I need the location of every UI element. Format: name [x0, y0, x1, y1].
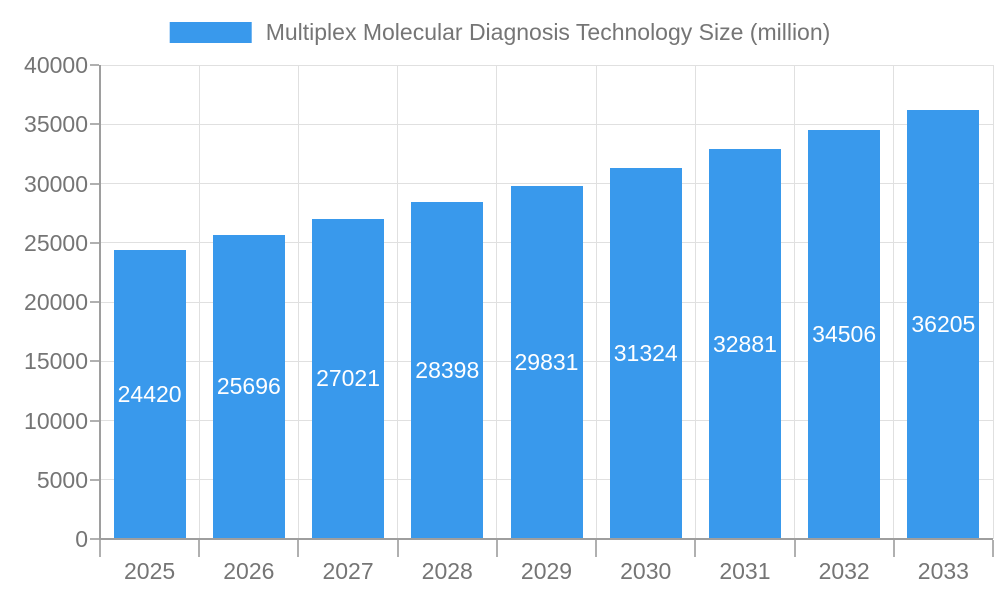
y-tick-label: 20000: [24, 289, 88, 315]
y-tick-label: 35000: [24, 111, 88, 138]
x-axis-line: [100, 538, 993, 540]
gridline-vertical: [794, 65, 796, 539]
y-tick-mark: [90, 123, 99, 126]
gridline-vertical: [198, 65, 200, 539]
gridline-vertical: [397, 65, 399, 539]
y-tick-mark: [90, 360, 99, 363]
x-tick-label: 2027: [322, 558, 374, 584]
y-tick-label: 10000: [24, 407, 88, 434]
bar[interactable]: [510, 185, 583, 539]
gridline-vertical: [992, 65, 994, 539]
bar[interactable]: [609, 167, 682, 539]
y-tick-label: 40000: [24, 52, 88, 78]
bar-value-label: 25696: [216, 373, 281, 400]
gridline-horizontal: [100, 64, 993, 66]
x-tick-mark: [396, 540, 399, 557]
gridline-horizontal: [100, 123, 993, 125]
y-tick-mark: [90, 182, 99, 185]
plot-area: 24420 25696 27021 28398 29831 31324 32881 34506…: [99, 64, 994, 540]
y-tick-label: 25000: [24, 229, 88, 256]
y-axis-line: [99, 65, 101, 540]
x-tick-label: 2032: [818, 558, 870, 584]
x-tick-mark: [793, 540, 796, 557]
gridline-horizontal: [100, 183, 993, 184]
bar-value-label: 24420: [117, 380, 182, 407]
x-tick-label: 2030: [620, 558, 672, 584]
bar[interactable]: [411, 202, 484, 539]
bar[interactable]: [907, 109, 980, 539]
bar-value-label: 36205: [911, 310, 976, 337]
bar-value-label: 28398: [415, 357, 480, 384]
y-tick-mark: [90, 478, 99, 481]
gridline-vertical: [694, 65, 696, 539]
bar-value-label: 34506: [812, 321, 877, 348]
bar-value-label: 32881: [712, 330, 777, 357]
x-tick-mark: [198, 540, 201, 557]
bar-value-label: 31324: [613, 339, 678, 366]
y-tick-mark: [90, 538, 99, 540]
y-tick-mark: [90, 241, 99, 244]
y-tick-mark: [90, 301, 99, 303]
x-tick-label: 2028: [421, 558, 473, 584]
gridline-vertical: [496, 65, 498, 539]
x-tick-mark: [892, 540, 895, 557]
bar[interactable]: [312, 218, 385, 539]
bar[interactable]: [808, 130, 881, 539]
x-tick-label: 2026: [223, 558, 275, 584]
bar[interactable]: [708, 149, 781, 539]
x-tick-mark: [992, 540, 994, 557]
y-tick-label: 15000: [24, 348, 88, 375]
gridline-vertical: [595, 65, 597, 539]
x-tick-mark: [297, 540, 300, 557]
gridline-vertical: [297, 65, 299, 539]
legend-swatch: [169, 21, 252, 43]
y-tick-label: 0: [75, 526, 88, 552]
y-tick-label: 30000: [24, 170, 88, 197]
legend-item[interactable]: Multiplex Molecular Diagnosis Technology…: [169, 19, 831, 45]
x-tick-label: 2025: [124, 558, 176, 584]
bar-value-label: 29831: [514, 348, 579, 375]
x-tick-mark: [99, 540, 101, 557]
bar[interactable]: [212, 234, 285, 539]
bar-value-label: 27021: [316, 365, 381, 392]
x-tick-mark: [694, 540, 697, 557]
y-tick-label: 5000: [36, 466, 88, 493]
x-tick-label: 2029: [520, 558, 573, 584]
x-tick-label: 2031: [719, 558, 771, 584]
x-tick-label: 2033: [917, 558, 969, 584]
x-tick-mark: [495, 540, 498, 557]
gridline-vertical: [893, 65, 895, 539]
y-tick-mark: [90, 419, 99, 422]
y-tick-mark: [90, 64, 99, 66]
legend-label: Multiplex Molecular Diagnosis Technology…: [265, 19, 831, 45]
bar[interactable]: [113, 249, 186, 539]
x-tick-mark: [595, 540, 598, 557]
